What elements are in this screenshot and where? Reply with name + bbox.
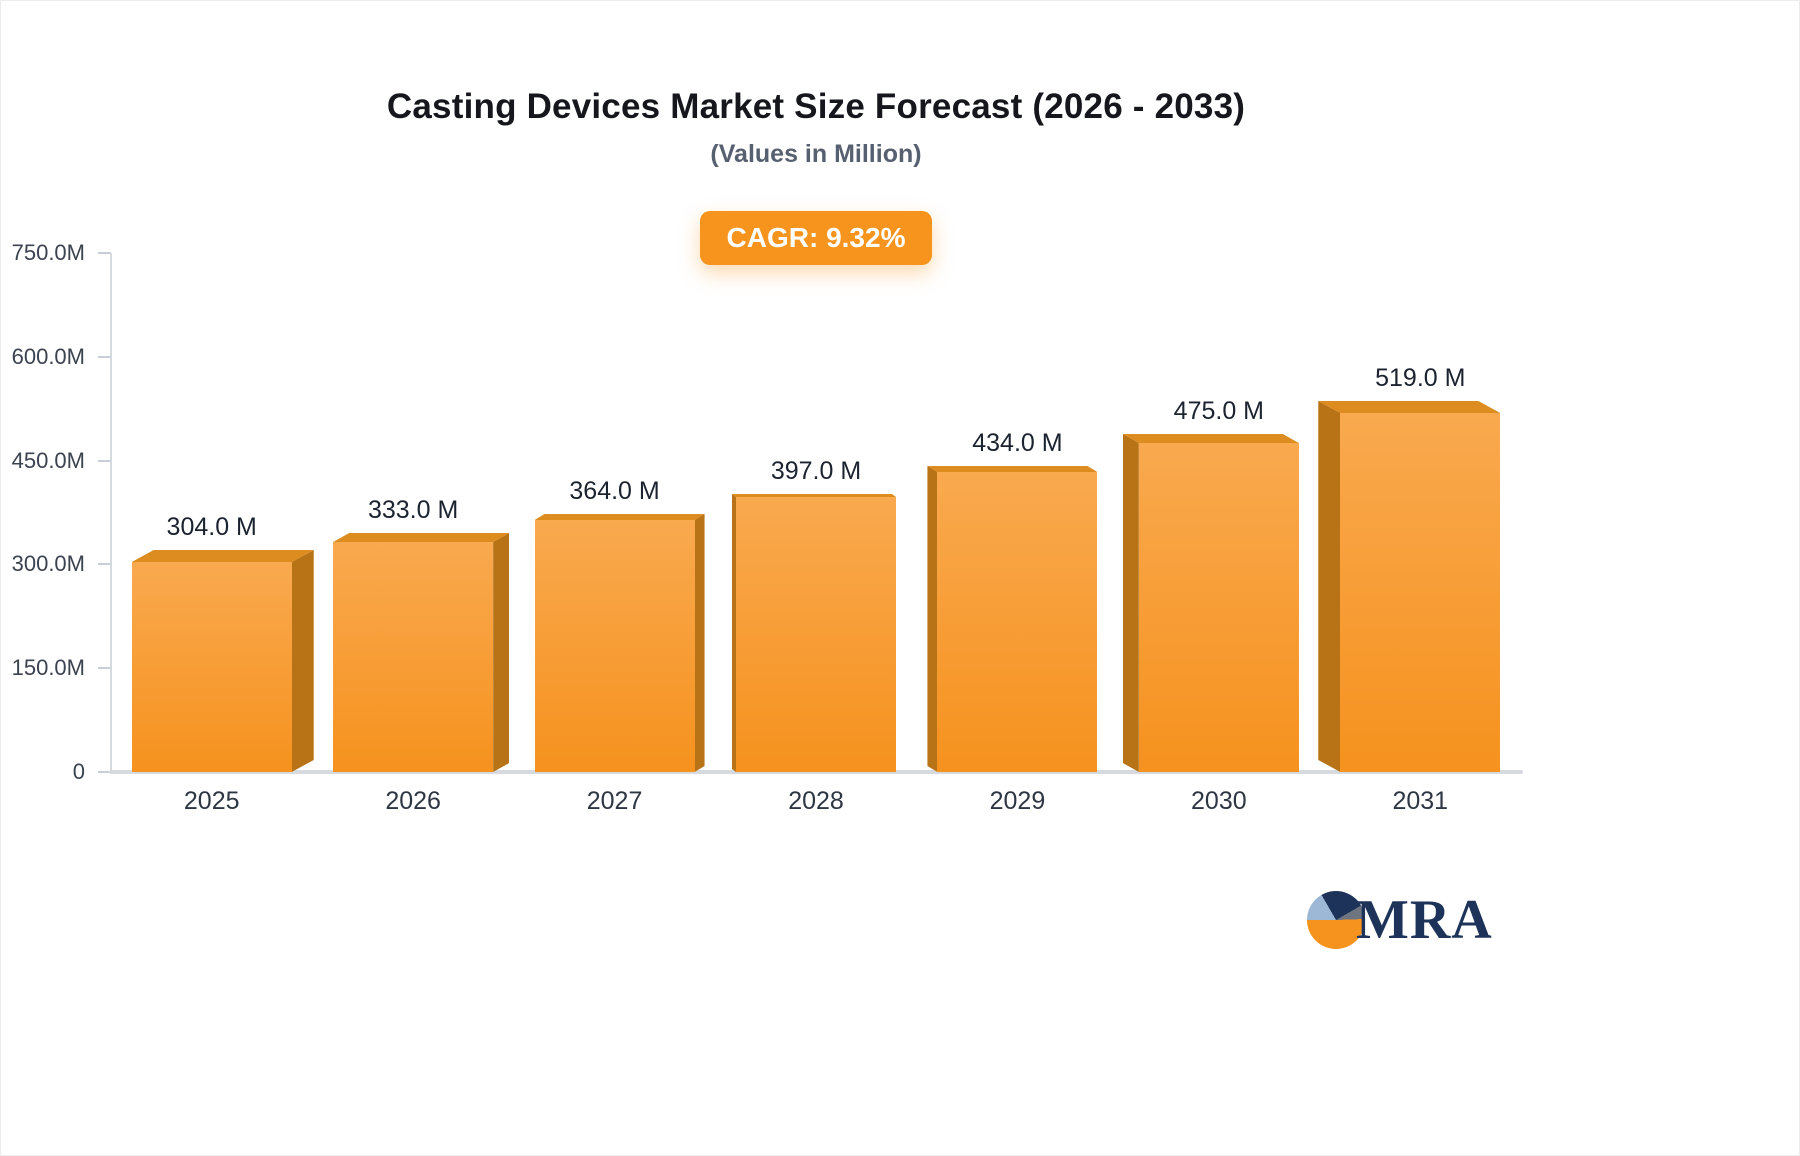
bar-side-face (732, 494, 736, 772)
bar-2031[interactable] (1318, 401, 1501, 772)
bar-side-face (493, 533, 509, 772)
mra-logo-text: MRA (1356, 889, 1493, 951)
mra-logo: MRA (1307, 891, 1493, 949)
chart-subtitle: (Values in Million) (710, 140, 922, 168)
bar-2029[interactable] (927, 466, 1098, 772)
bar-value-label: 304.0 M (166, 513, 257, 541)
bar-top-face (927, 466, 1097, 472)
bar-side-face (695, 514, 705, 772)
bar-top-face (333, 533, 509, 542)
chart-title: Casting Devices Market Size Forecast (20… (386, 87, 1246, 126)
y-axis-tick-mark (98, 771, 111, 773)
x-axis-label: 2026 (385, 787, 441, 815)
y-axis-tick-label: 450.0M (11, 447, 85, 473)
mra-logo-pie-icon (1307, 891, 1365, 949)
bar-front-face (736, 497, 896, 772)
bar-front-face (1340, 413, 1501, 772)
y-axis: 750.0M 600.0M 450.0M 300.0M 150.0M 0 (1, 240, 111, 784)
y-axis-line (110, 253, 112, 772)
bar-side-face (927, 466, 937, 772)
x-axis-label: 2025 (183, 787, 240, 815)
cagr-badge: CAGR: 9.32% (699, 211, 933, 265)
bar-value-label: 333.0 M (367, 496, 459, 524)
bar-2030[interactable] (1123, 434, 1299, 772)
chart-header: Casting Devices Market Size Forecast (20… (1, 87, 1631, 265)
y-axis-tick-label: 0 (72, 759, 85, 784)
bars-container: 304.0 M 333.0 M 364.0 M 397.0 M 434.0 M 475.0… (111, 253, 1521, 772)
bar-front-face (937, 472, 1098, 772)
x-axis-label: 2028 (788, 787, 844, 815)
y-axis-tick-label: 750.0M (11, 240, 85, 265)
bar-value-label: 397.0 M (770, 457, 862, 485)
bar-top-face (1123, 434, 1299, 443)
bar-side-face (292, 550, 314, 772)
y-axis-tick-mark (98, 667, 111, 670)
bar-top-face (1318, 401, 1500, 413)
x-axis-label: 2029 (989, 787, 1046, 815)
bar-2026[interactable] (333, 533, 509, 772)
bar-value-label: 475.0 M (1173, 397, 1265, 425)
bar-2027[interactable] (534, 514, 705, 772)
bar-side-face (1123, 434, 1139, 772)
y-axis-tick-mark (98, 252, 111, 254)
bar-value-label: 519.0 M (1375, 364, 1466, 392)
y-axis-tick-label: 150.0M (11, 655, 85, 681)
y-axis-tick-label: 600.0M (11, 343, 85, 369)
bar-value-label: 434.0 M (972, 429, 1063, 457)
x-axis-line (109, 770, 1523, 774)
bar-side-face (1318, 401, 1340, 772)
x-axis-label: 2031 (1392, 787, 1449, 815)
y-axis-tick-label: 300.0M (11, 551, 85, 577)
bar-front-face (131, 562, 292, 772)
bar-value-label: 364.0 M (569, 477, 660, 505)
bar-top-face (535, 514, 705, 520)
x-axis-labels: 2025 2026 2027 2028 2029 2030 2031 (111, 787, 1521, 821)
bar-2025[interactable] (131, 550, 314, 772)
bar-front-face (333, 542, 494, 772)
y-axis-tick-mark (98, 355, 111, 358)
bar-front-face (534, 520, 695, 772)
x-axis-label: 2030 (1191, 787, 1247, 815)
x-axis-label: 2027 (586, 787, 643, 815)
bar-top-face (132, 550, 314, 562)
bar-top-face (732, 494, 896, 497)
y-axis-tick-mark (98, 459, 111, 462)
y-axis-tick-mark (98, 563, 111, 566)
bar-2028[interactable] (732, 494, 896, 772)
bar-front-face (1138, 443, 1299, 772)
